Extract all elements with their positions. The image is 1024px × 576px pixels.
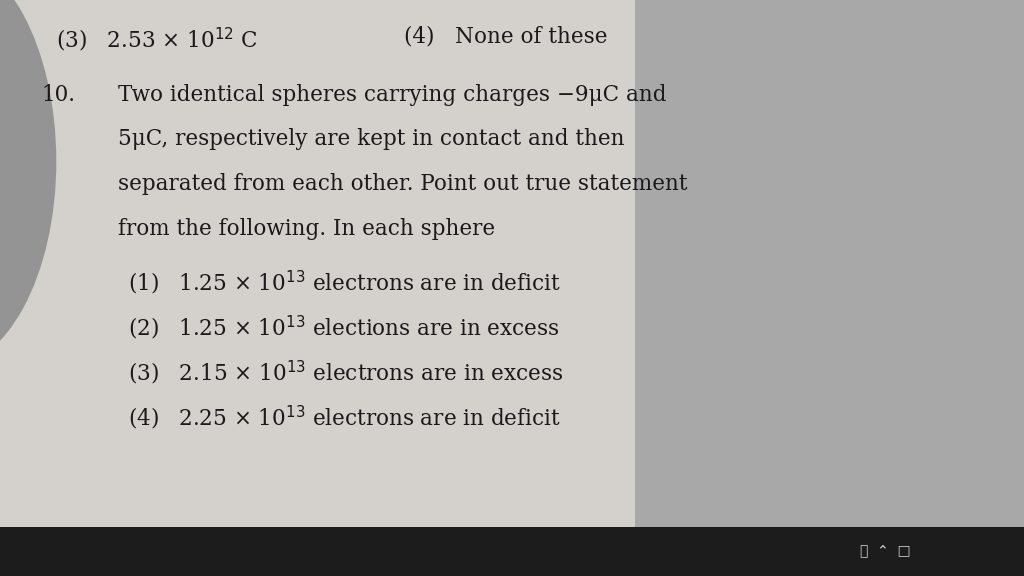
Text: separated from each other. Point out true statement: separated from each other. Point out tru… <box>118 173 687 195</box>
Text: Two identical spheres carrying charges −9μC and: Two identical spheres carrying charges −… <box>118 84 667 105</box>
Text: (3)   2.15 × 10$^{13}$ electrons are in excess: (3) 2.15 × 10$^{13}$ electrons are in ex… <box>128 359 563 387</box>
Text: 10.: 10. <box>41 84 75 105</box>
Text: (3)   2.53 × 10$^{12}$ C: (3) 2.53 × 10$^{12}$ C <box>56 26 258 54</box>
FancyBboxPatch shape <box>0 527 1024 576</box>
Text: ⛹  ⌃  □: ⛹ ⌃ □ <box>860 543 910 557</box>
Text: 5μC, respectively are kept in contact and then: 5μC, respectively are kept in contact an… <box>118 128 625 150</box>
Text: (1)   1.25 × 10$^{13}$ electrons are in deficit: (1) 1.25 × 10$^{13}$ electrons are in de… <box>128 269 561 297</box>
Ellipse shape <box>0 0 56 369</box>
Text: from the following. In each sphere: from the following. In each sphere <box>118 218 495 240</box>
Text: (4)   None of these: (4) None of these <box>404 26 608 48</box>
Text: (2)   1.25 × 10$^{13}$ elections are in excess: (2) 1.25 × 10$^{13}$ elections are in ex… <box>128 314 559 342</box>
FancyBboxPatch shape <box>635 0 1024 527</box>
Text: (4)   2.25 × 10$^{13}$ electrons are in deficit: (4) 2.25 × 10$^{13}$ electrons are in de… <box>128 404 561 432</box>
